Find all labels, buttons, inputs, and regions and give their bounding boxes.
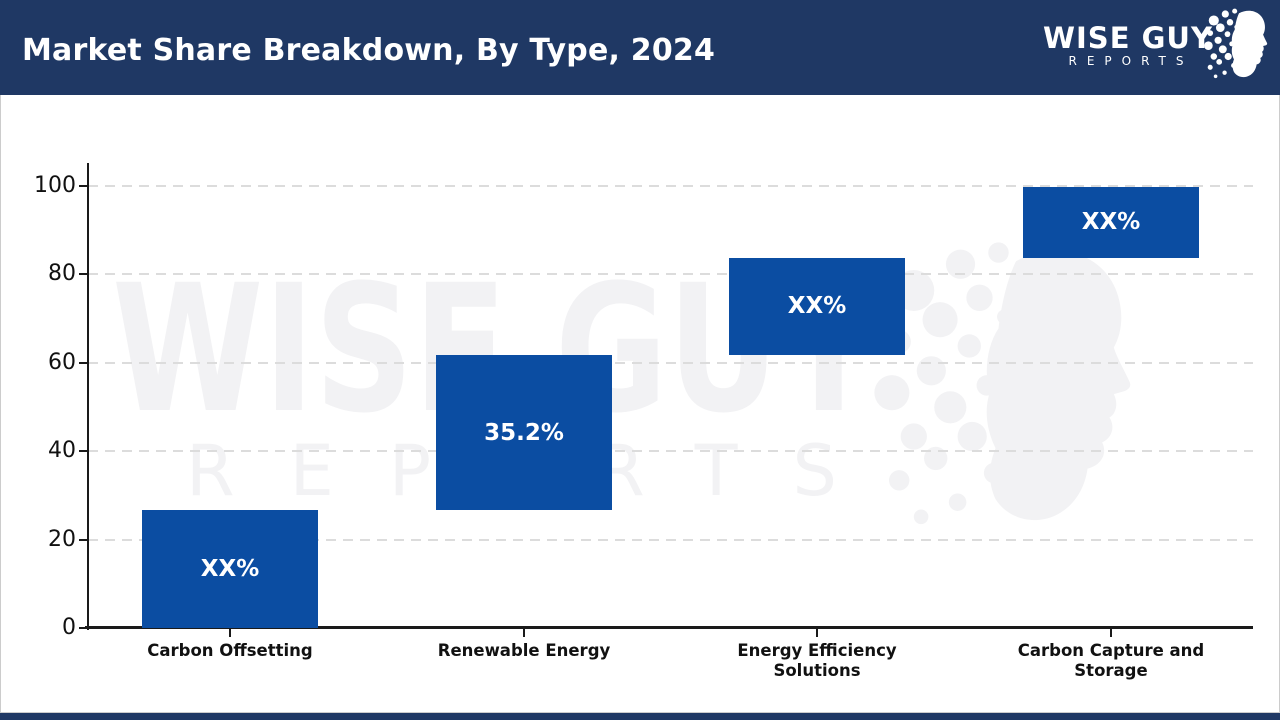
bar-value-label-0: XX% [200,556,260,583]
bar-value-label-3: XX% [1081,209,1141,236]
y-tick-label-20: 20 [48,526,76,552]
y-tick-mark-80 [79,273,88,276]
y-tick-mark-20 [79,538,88,541]
bar-value-label-2: XX% [787,293,847,320]
y-tick-mark-0 [79,627,88,629]
category-label-2: Energy Efficiency Solutions [737,641,897,680]
x-tick-mark-1 [523,629,525,637]
y-tick-label-100: 100 [34,173,76,198]
x-tick-mark-0 [229,629,231,637]
y-tick-mark-100 [79,185,88,187]
category-label-3: Carbon Capture and Storage [1017,641,1205,680]
x-axis-line [85,626,1253,629]
y-tick-label-80: 80 [48,261,76,287]
category-label-1: Renewable Energy [437,641,611,660]
brand-logo: WISE GUY REPORTS [1042,22,1214,68]
x-tick-mark-3 [1110,629,1112,637]
gridline-60 [88,361,1253,364]
gridline-20 [88,538,1253,541]
brand-subtitle: REPORTS [1068,54,1194,68]
bar-1: 35.2% [436,354,612,511]
x-tick-mark-2 [816,629,818,637]
bar-2: XX% [729,258,905,355]
bar-3: XX% [1023,186,1199,259]
gridline-40 [88,450,1253,453]
bar-0: XX% [142,510,318,628]
y-tick-label-0: 0 [62,615,76,640]
category-label-0: Carbon Offsetting [147,641,313,660]
bar-value-label-1: 35.2% [484,419,564,446]
footer-bar [0,713,1280,720]
y-tick-mark-60 [79,361,88,364]
y-tick-label-60: 60 [48,349,76,375]
y-axis-line [87,163,89,630]
gridline-100 [88,185,1253,187]
header-bar: Market Share Breakdown, By Type, 2024 WI… [0,0,1280,95]
brand-head-icon [1203,6,1275,89]
y-tick-mark-40 [79,450,88,453]
y-tick-label-40: 40 [48,438,76,464]
page-title: Market Share Breakdown, By Type, 2024 [22,33,716,68]
gridline-80 [88,273,1253,276]
brand-name: WISE GUY [1043,21,1213,55]
